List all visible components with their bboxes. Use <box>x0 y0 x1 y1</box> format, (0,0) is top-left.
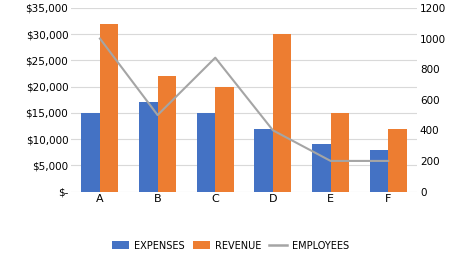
Bar <box>82 113 100 192</box>
Bar <box>157 76 176 192</box>
Bar <box>330 113 349 192</box>
Bar <box>139 102 157 192</box>
Bar <box>197 113 215 192</box>
Bar <box>388 128 407 192</box>
Legend: EXPENSES, REVENUE, EMPLOYEES: EXPENSES, REVENUE, EMPLOYEES <box>108 237 353 255</box>
Bar <box>273 34 292 192</box>
Bar <box>215 87 234 192</box>
Bar <box>370 149 388 192</box>
Bar <box>255 128 273 192</box>
Bar <box>312 144 330 192</box>
Bar <box>100 24 118 192</box>
